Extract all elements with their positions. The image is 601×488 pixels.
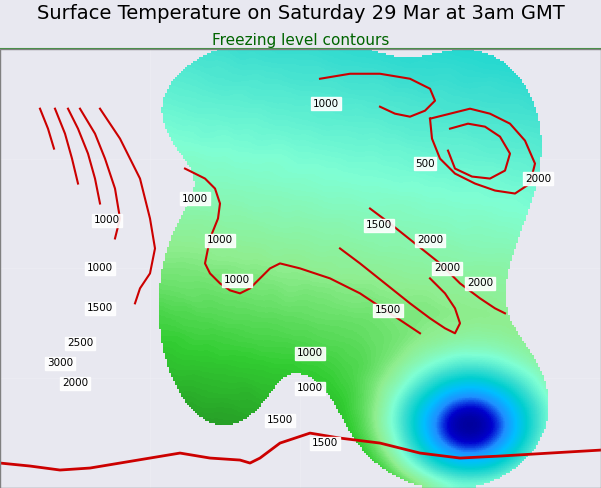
Text: 1000: 1000 <box>94 216 120 225</box>
Text: 1000: 1000 <box>207 235 233 245</box>
Text: 2500: 2500 <box>67 338 93 348</box>
Text: Freezing level contours: Freezing level contours <box>212 33 389 47</box>
Text: 2000: 2000 <box>467 278 493 288</box>
Text: 2000: 2000 <box>417 235 443 245</box>
Text: 1000: 1000 <box>297 383 323 393</box>
Text: 1000: 1000 <box>87 264 113 273</box>
Text: 1000: 1000 <box>182 194 208 203</box>
Text: 1000: 1000 <box>313 99 339 109</box>
Text: 2000: 2000 <box>62 378 88 388</box>
Text: 2000: 2000 <box>434 264 460 273</box>
Text: 1500: 1500 <box>375 305 401 315</box>
Text: 1500: 1500 <box>312 438 338 448</box>
Text: 1500: 1500 <box>366 221 392 230</box>
Text: 1500: 1500 <box>267 415 293 425</box>
Text: 3000: 3000 <box>47 358 73 368</box>
Text: 1500: 1500 <box>87 304 113 313</box>
Text: Surface Temperature on Saturday 29 Mar at 3am GMT: Surface Temperature on Saturday 29 Mar a… <box>37 4 564 23</box>
Text: 1000: 1000 <box>297 348 323 358</box>
Text: 500: 500 <box>415 159 435 168</box>
Text: 1000: 1000 <box>224 275 250 285</box>
Text: 2000: 2000 <box>525 174 551 183</box>
